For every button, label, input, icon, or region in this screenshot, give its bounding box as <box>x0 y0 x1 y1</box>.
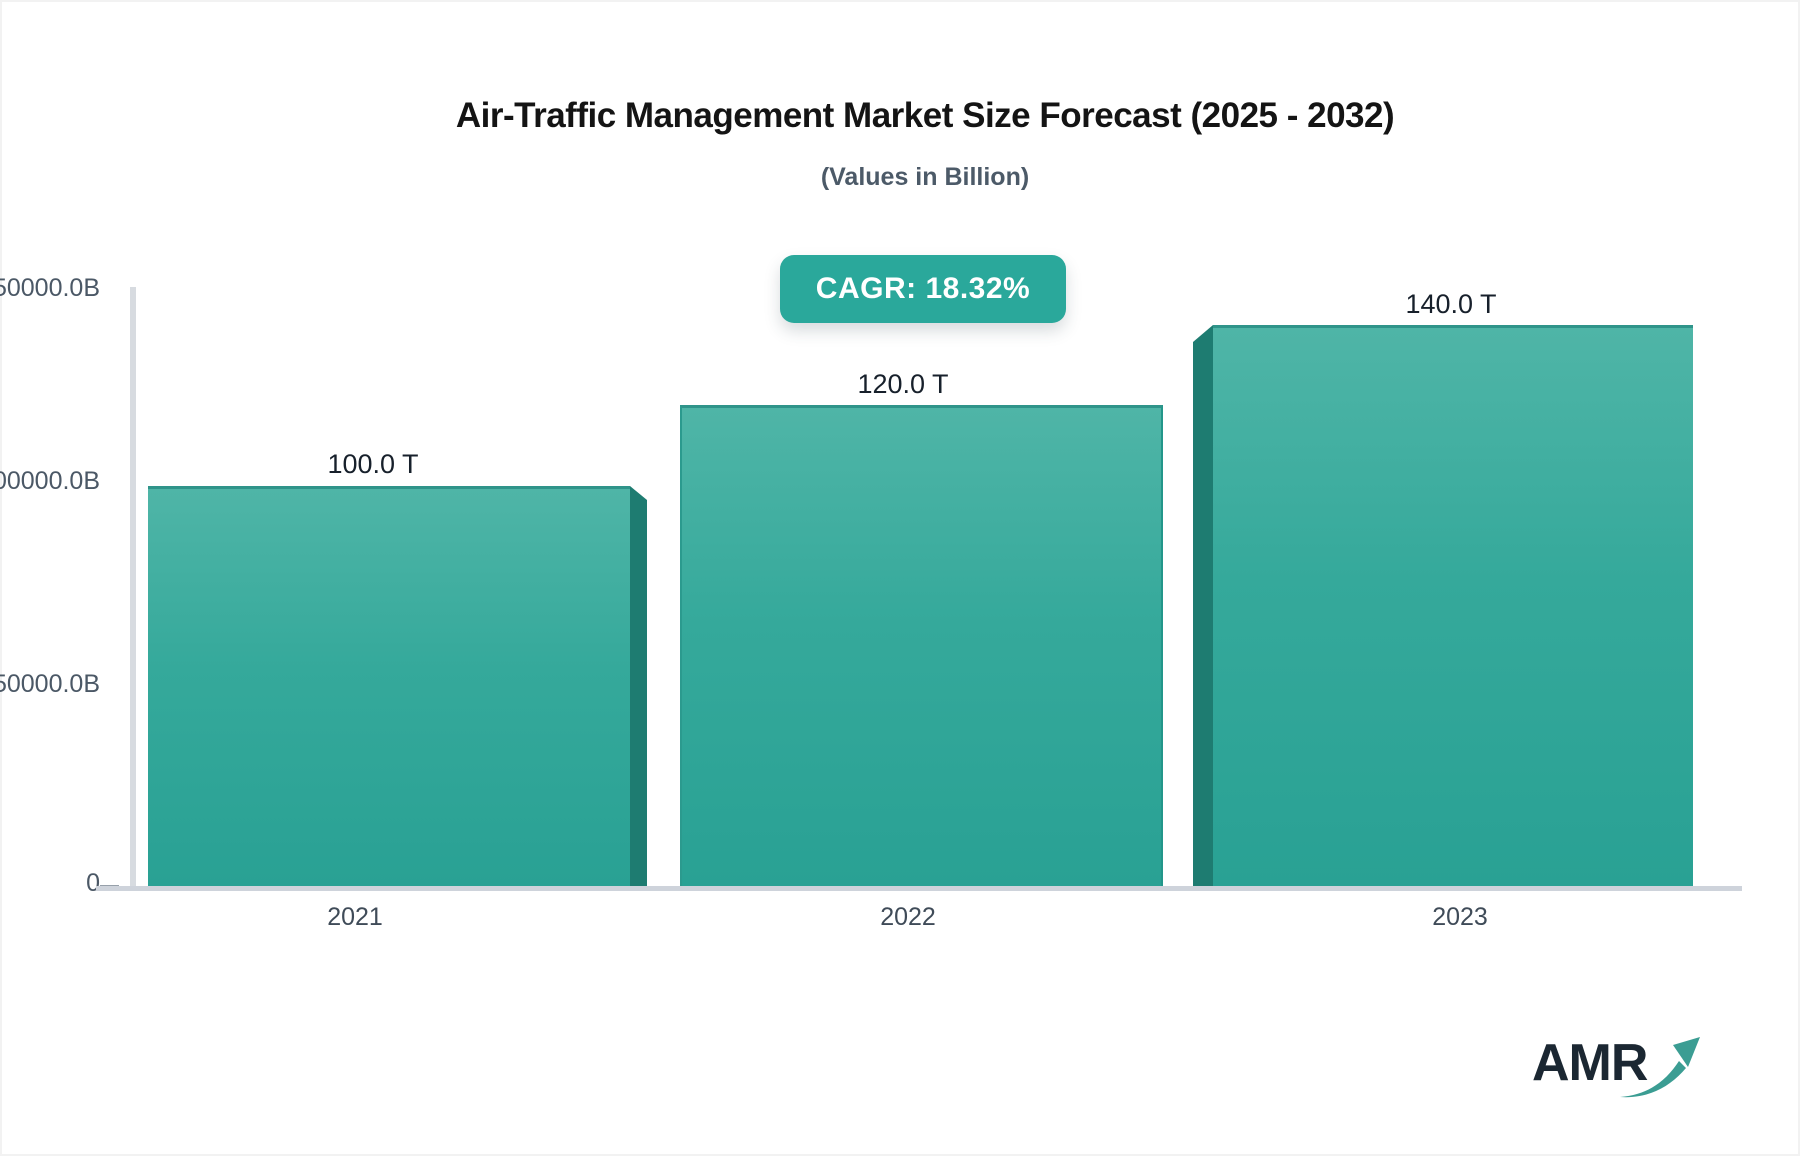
amr-logo: AMR <box>1532 1033 1752 1113</box>
chart-title: Air-Traffic Management Market Size Forec… <box>455 96 1395 135</box>
bar-2023-3d-side <box>1193 325 1213 886</box>
growth-arrow-icon <box>1620 1037 1700 1098</box>
bar-value-label-2022: 120.0 T <box>857 369 949 399</box>
bar-2021[interactable] <box>148 486 630 886</box>
y-tick-label-50000: 50000.0B <box>0 670 100 698</box>
x-tick-label-2021: 2021 <box>327 903 383 931</box>
x-tick-label-2023: 2023 <box>1432 903 1488 931</box>
chart-subtitle: (Values in Billion) <box>820 163 1030 191</box>
y-tick-label-0: 0 <box>86 869 100 897</box>
bar-2022[interactable] <box>680 405 1163 886</box>
x-tick-label-2022: 2022 <box>880 903 936 931</box>
y-axis-line <box>130 287 136 886</box>
bar-value-label-2023: 140.0 T <box>1405 289 1497 319</box>
y-tick-label-100000: 100000.0B <box>0 467 100 495</box>
amr-logo-text: AMR <box>1532 1034 1648 1092</box>
bar-value-label-2021: 100.0 T <box>327 449 419 479</box>
bar-2023[interactable] <box>1213 325 1693 886</box>
cagr-badge: CAGR: 18.32% <box>780 255 1066 323</box>
x-axis-line <box>96 886 1742 891</box>
y-tick-label-150000: 150000.0B <box>0 274 100 302</box>
bar-2021-3d-side <box>630 486 647 886</box>
